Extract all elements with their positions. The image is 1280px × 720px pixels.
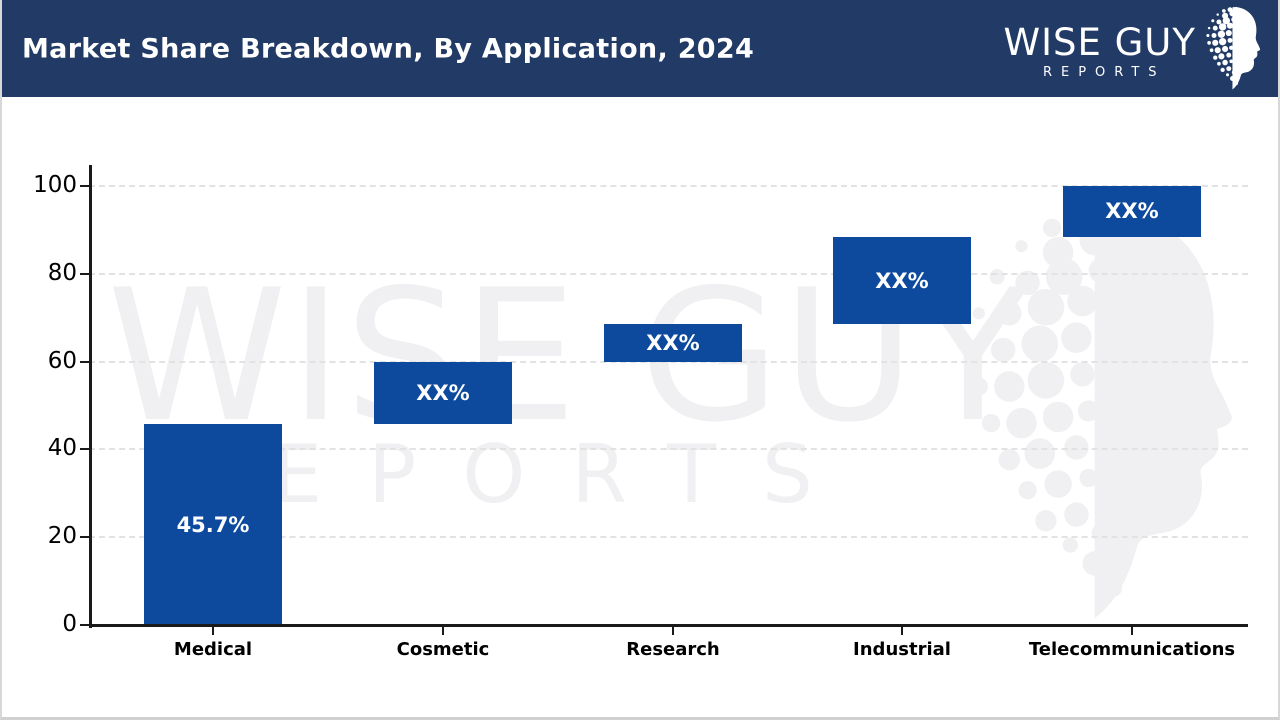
xtick-mark-telecommunications: [1131, 627, 1133, 635]
xtick-label-cosmetic: Cosmetic: [396, 639, 490, 660]
ytick-label-20: 20: [47, 523, 77, 550]
page-title: Market Share Breakdown, By Application, …: [22, 33, 755, 64]
logo-text: WISE GUY REPORTS: [1004, 24, 1196, 80]
ytick-mark-80: [80, 272, 89, 275]
ytick-mark-100: [80, 185, 89, 187]
xtick-label-telecommunications: Telecommunications: [1028, 639, 1236, 660]
ytick-mark-20: [80, 536, 89, 539]
ytick-mark-0: [80, 624, 89, 626]
bar-medical: 45.7%: [144, 424, 282, 625]
wise-guy-face-icon: [1198, 6, 1262, 92]
xtick-mark-medical: [212, 627, 214, 635]
wise-guy-logo: WISE GUY REPORTS: [1004, 5, 1262, 93]
bar-value-label: XX%: [416, 380, 470, 405]
ytick-label-100: 100: [33, 172, 77, 198]
ytick-label-40: 40: [47, 435, 77, 462]
watermark-face-icon: [930, 202, 1235, 632]
gridline-100: [89, 185, 1248, 187]
bar-value-label: XX%: [646, 330, 700, 355]
bar-cosmetic: XX%: [374, 361, 512, 425]
xtick-label-research: Research: [626, 639, 720, 660]
bar-industrial: XX%: [833, 236, 971, 325]
logo-subtitle: REPORTS: [1042, 65, 1166, 80]
bar-value-label: XX%: [1105, 199, 1159, 224]
ytick-mark-60: [80, 360, 89, 363]
xtick-mark-cosmetic: [442, 627, 444, 635]
xtick-label-industrial: Industrial: [853, 639, 951, 660]
gridline-40: [89, 448, 1248, 451]
y-axis-spine: [89, 165, 92, 628]
gridline-80: [89, 272, 1248, 275]
ytick-mark-40: [80, 448, 89, 451]
bar-telecommunications: XX%: [1063, 186, 1201, 237]
xtick-mark-research: [672, 627, 674, 635]
gridline-60: [89, 360, 1248, 363]
bar-value-label: XX%: [875, 268, 929, 293]
gridline-20: [89, 536, 1248, 539]
x-axis-spine: [89, 624, 1248, 627]
logo-wordmark: WISE GUY: [1003, 21, 1196, 64]
xtick-label-medical: Medical: [173, 639, 253, 660]
header-bar: Market Share Breakdown, By Application, …: [2, 0, 1278, 97]
ytick-label-0: 0: [62, 611, 77, 637]
ytick-label-80: 80: [47, 259, 77, 286]
ytick-label-60: 60: [47, 347, 77, 374]
bar-research: XX%: [604, 324, 742, 362]
xtick-mark-industrial: [901, 627, 903, 635]
bar-value-label: 45.7%: [176, 512, 250, 537]
